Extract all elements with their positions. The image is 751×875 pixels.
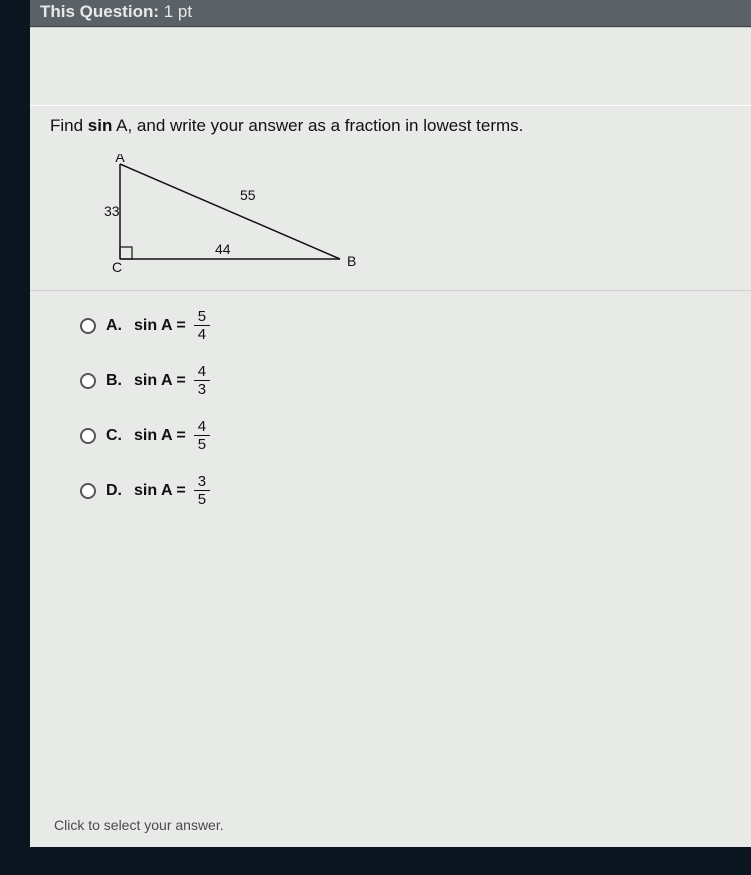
header-points: 1 pt xyxy=(164,2,192,21)
option-letter: C. xyxy=(106,427,126,445)
option-letter: D. xyxy=(106,482,126,500)
option-prefix: sin A = xyxy=(134,427,186,445)
option-b[interactable]: B. sin A = 4 3 xyxy=(80,364,731,397)
radio-c[interactable] xyxy=(80,428,96,444)
triangle-svg: A B C 33 55 44 xyxy=(90,154,370,284)
fraction-a: 5 4 xyxy=(194,309,210,342)
question-area: Find sin A, and write your answer as a f… xyxy=(30,106,751,507)
option-c[interactable]: C. sin A = 4 5 xyxy=(80,419,731,452)
fraction-c: 4 5 xyxy=(194,419,210,452)
side-ac: 33 xyxy=(104,203,120,219)
option-prefix: sin A = xyxy=(134,317,186,335)
option-prefix: sin A = xyxy=(134,372,186,390)
footer-instruction: Click to select your answer. xyxy=(54,817,224,833)
fraction-b: 4 3 xyxy=(194,364,210,397)
option-d[interactable]: D. sin A = 3 5 xyxy=(80,474,731,507)
triangle-figure: A B C 33 55 44 xyxy=(50,150,731,290)
vertex-b: B xyxy=(347,253,356,269)
radio-a[interactable] xyxy=(80,318,96,334)
option-letter: B. xyxy=(106,372,126,390)
vertex-c: C xyxy=(112,259,122,275)
option-letter: A. xyxy=(106,317,126,335)
question-text: Find sin A, and write your answer as a f… xyxy=(50,116,731,136)
options-list: A. sin A = 5 4 B. sin A = 4 3 xyxy=(50,291,731,507)
content-panel: Find sin A, and write your answer as a f… xyxy=(30,27,751,847)
header-title: This Question: xyxy=(40,2,159,21)
side-ab: 55 xyxy=(240,187,256,203)
option-a[interactable]: A. sin A = 5 4 xyxy=(80,309,731,342)
radio-d[interactable] xyxy=(80,483,96,499)
radio-b[interactable] xyxy=(80,373,96,389)
side-cb: 44 xyxy=(215,241,231,257)
top-spacer xyxy=(30,28,751,106)
question-header: This Question: 1 pt xyxy=(30,0,751,27)
vertex-a: A xyxy=(115,154,125,165)
fraction-d: 3 5 xyxy=(194,474,210,507)
option-prefix: sin A = xyxy=(134,482,186,500)
